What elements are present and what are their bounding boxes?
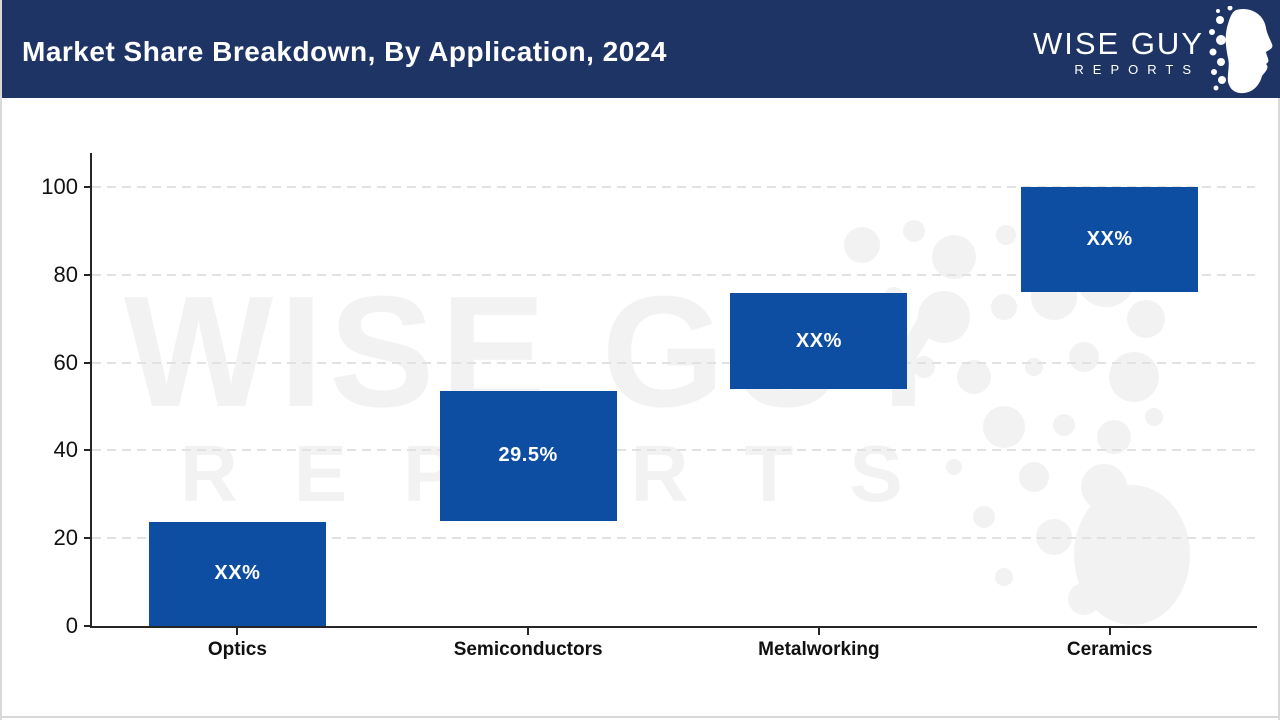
gridline-60 xyxy=(92,361,1255,364)
header-bar: Market Share Breakdown, By Application, … xyxy=(2,0,1280,98)
gridline-20 xyxy=(92,537,1255,540)
bar-optics: XX% xyxy=(148,521,326,626)
bar-value-label: 29.5% xyxy=(498,444,558,467)
y-tick-mark-80 xyxy=(84,273,92,276)
x-tick-mark-ceramics xyxy=(1108,628,1111,635)
bar-value-label: XX% xyxy=(795,329,842,352)
y-tick-label-0: 0 xyxy=(65,613,78,638)
brand-wordmark: WISE GUY xyxy=(1032,26,1204,61)
y-tick-mark-20 xyxy=(84,537,92,540)
bar-value-label: XX% xyxy=(214,562,261,585)
y-axis-line xyxy=(90,153,92,628)
y-tick-mark-60 xyxy=(84,361,92,364)
brand-head-icon xyxy=(1209,6,1273,94)
y-tick-mark-40 xyxy=(84,449,92,452)
bar-semiconductors: 29.5% xyxy=(439,391,617,521)
x-category-label-ceramics: Ceramics xyxy=(1066,639,1153,660)
bar-metalworking: XX% xyxy=(730,293,908,389)
y-tick-label-20: 20 xyxy=(53,525,78,551)
gridline-100 xyxy=(92,186,1255,188)
brand-reports-text: REPORTS xyxy=(1074,62,1200,77)
x-tick-mark-optics xyxy=(236,628,239,635)
x-tick-mark-semiconductors xyxy=(527,628,530,635)
y-tick-label-40: 40 xyxy=(53,437,78,463)
x-category-label-metalworking: Metalworking xyxy=(758,639,880,660)
brand-logo: WISE GUY REPORTS xyxy=(1014,0,1274,98)
x-axis-line xyxy=(90,626,1257,628)
y-tick-mark-0 xyxy=(84,625,92,627)
y-tick-label-100: 100 xyxy=(41,174,78,199)
gridline-80 xyxy=(92,273,1255,276)
gridline-40 xyxy=(92,449,1255,452)
y-tick-mark-100 xyxy=(84,186,92,188)
x-category-label-semiconductors: Semiconductors xyxy=(453,639,603,660)
x-category-label-optics: Optics xyxy=(207,639,267,660)
x-tick-mark-metalworking xyxy=(817,628,820,635)
bottom-divider xyxy=(2,716,1280,718)
bar-ceramics: XX% xyxy=(1021,187,1199,293)
page-title: Market Share Breakdown, By Application, … xyxy=(22,36,667,67)
y-tick-label-80: 80 xyxy=(53,261,78,287)
bar-value-label: XX% xyxy=(1086,228,1133,251)
y-tick-label-60: 60 xyxy=(53,349,78,375)
